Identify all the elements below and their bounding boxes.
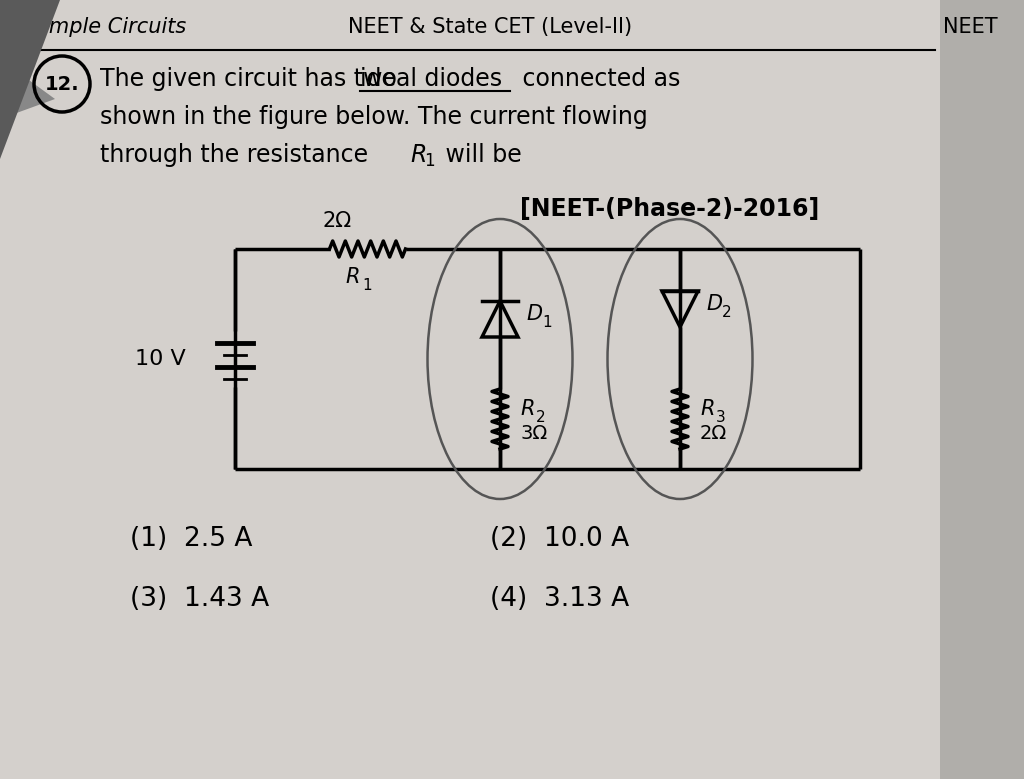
Text: 2: 2: [722, 305, 731, 319]
Text: (1)  2.5 A: (1) 2.5 A: [130, 526, 252, 552]
Text: R: R: [345, 267, 359, 287]
Text: shown in the figure below. The current flowing: shown in the figure below. The current f…: [100, 105, 648, 129]
Text: R: R: [700, 399, 715, 419]
Text: NEET: NEET: [943, 17, 997, 37]
Text: 10 V: 10 V: [134, 349, 185, 369]
Polygon shape: [0, 0, 60, 159]
Text: D: D: [706, 294, 722, 314]
Text: connected as: connected as: [515, 67, 680, 91]
Text: 1: 1: [424, 152, 434, 170]
Polygon shape: [940, 0, 1024, 779]
Text: 2Ω: 2Ω: [323, 211, 352, 231]
Text: 3Ω: 3Ω: [520, 424, 547, 442]
Text: [NEET-(Phase-2)-2016]: [NEET-(Phase-2)-2016]: [520, 197, 819, 221]
Text: through the resistance: through the resistance: [100, 143, 376, 167]
Text: 3: 3: [716, 410, 726, 425]
Text: (2)  10.0 A: (2) 10.0 A: [490, 526, 629, 552]
Text: will be: will be: [438, 143, 522, 167]
Text: 2: 2: [536, 410, 546, 425]
Text: 1: 1: [542, 315, 552, 330]
Text: ideal diodes: ideal diodes: [360, 67, 502, 91]
Polygon shape: [0, 59, 55, 119]
Text: D: D: [526, 304, 542, 324]
Text: 12.: 12.: [45, 75, 79, 93]
Text: NEET & State CET (Level-II): NEET & State CET (Level-II): [348, 17, 632, 37]
Text: R: R: [520, 399, 535, 419]
Text: (3)  1.43 A: (3) 1.43 A: [130, 586, 269, 612]
Text: 1: 1: [362, 277, 373, 292]
Text: R: R: [410, 143, 426, 167]
Text: d Simple Circuits: d Simple Circuits: [10, 17, 186, 37]
Text: (4)  3.13 A: (4) 3.13 A: [490, 586, 629, 612]
Text: The given circuit has two: The given circuit has two: [100, 67, 404, 91]
Text: 2Ω: 2Ω: [700, 424, 727, 442]
